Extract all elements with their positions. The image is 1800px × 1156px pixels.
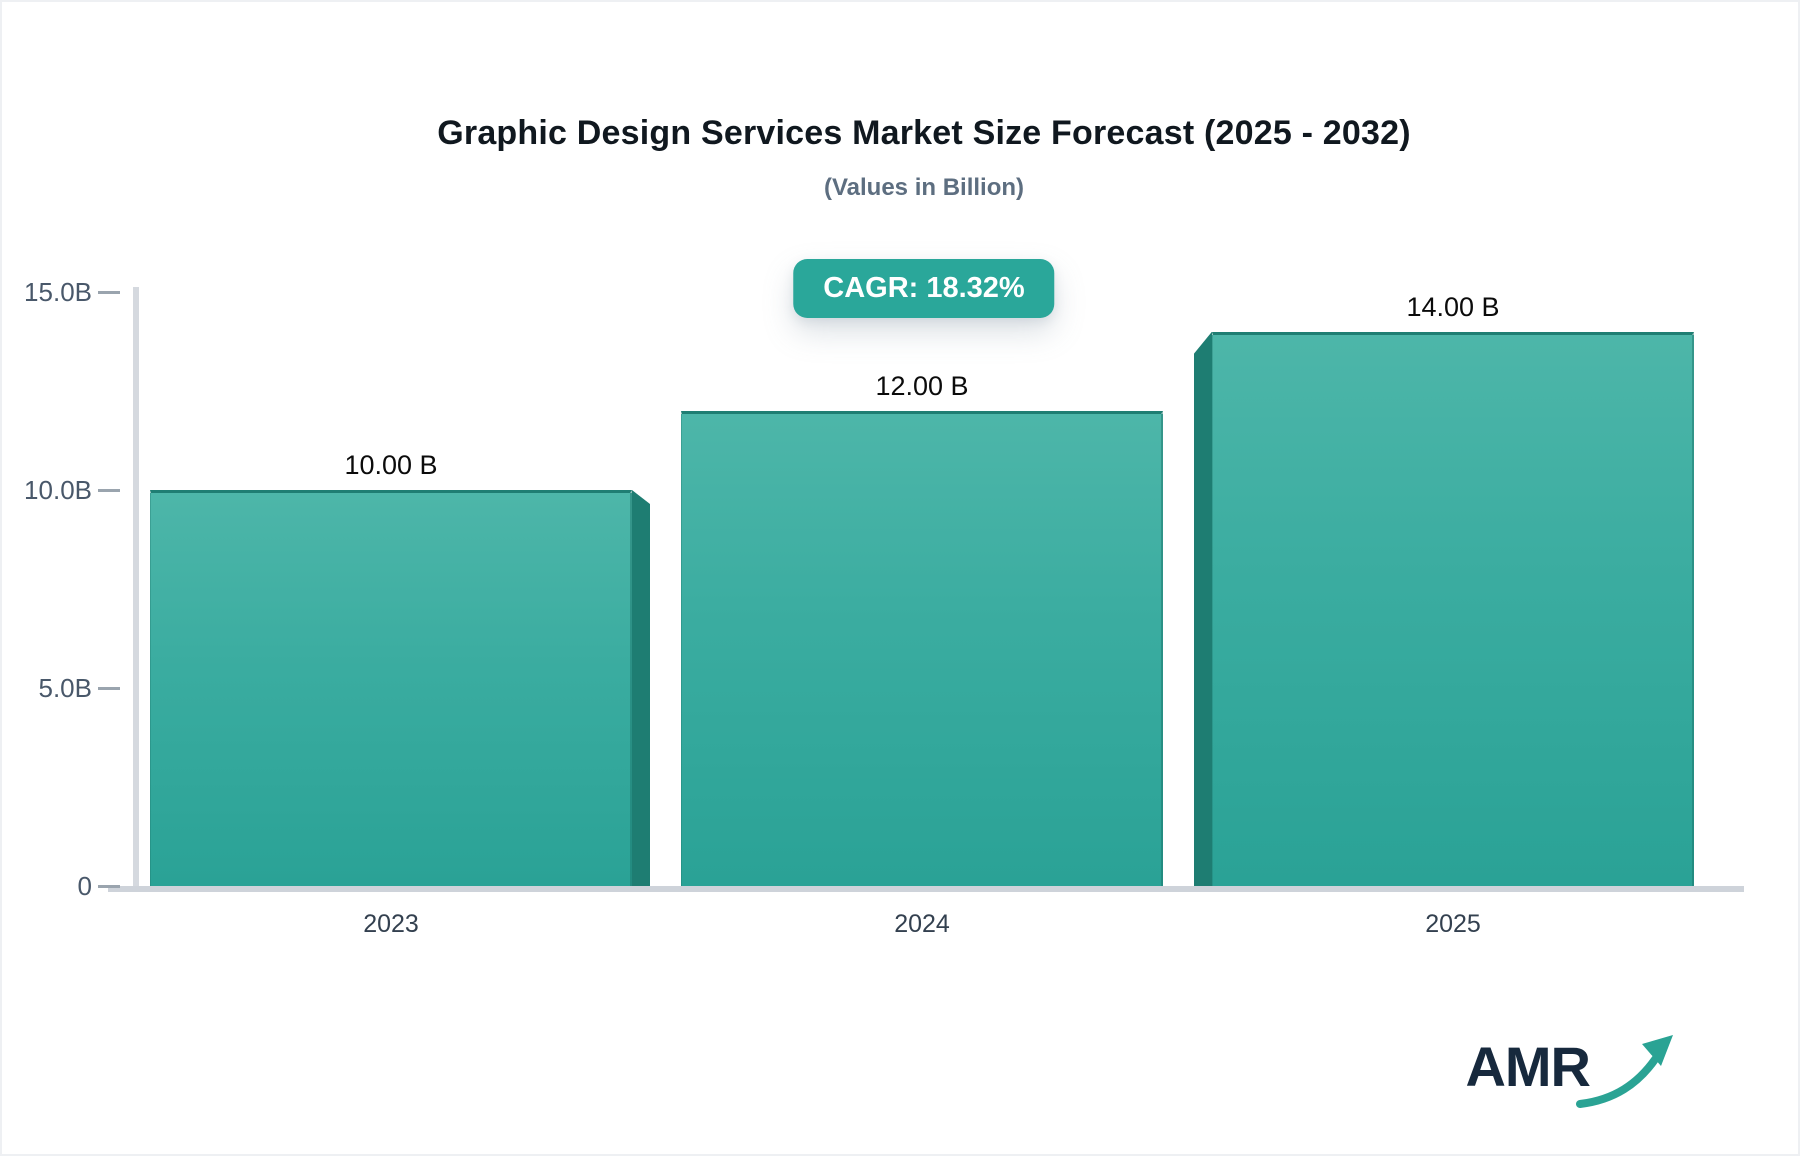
bar-value-label: 12.00 B	[875, 370, 969, 401]
y-axis-line	[133, 287, 139, 888]
bar-value-label: 10.00 B	[344, 450, 438, 480]
amr-logo-text: AMR	[1465, 1035, 1591, 1098]
y-axis-tick-label: 15.0B	[24, 277, 92, 307]
y-axis-tick-mark	[98, 687, 120, 690]
y-axis-tick-mark	[98, 489, 120, 492]
bar-2024	[681, 410, 1163, 886]
amr-logo: AMR	[1465, 1032, 1680, 1108]
x-axis-label: 2023	[363, 910, 419, 938]
x-axis-label: 2024	[894, 910, 950, 938]
bar-2023	[150, 490, 632, 886]
x-axis-label: 2025	[1425, 910, 1481, 938]
y-axis-tick-mark	[98, 885, 120, 888]
y-axis-tick-label: 10.0B	[24, 475, 92, 505]
bar-side-face	[1194, 331, 1212, 886]
chart-subtitle: (Values in Billion)	[823, 174, 1025, 201]
cagr-badge: CAGR: 18.32%	[793, 259, 1055, 318]
bar-2025	[1212, 331, 1694, 886]
y-axis-tick-label: 0	[77, 871, 92, 901]
y-axis-tick-label: 5.0B	[38, 673, 93, 703]
chart-title: Graphic Design Services Market Size Fore…	[437, 114, 1411, 152]
bar-side-face	[632, 490, 650, 886]
growth-arrow-icon	[1576, 1035, 1673, 1108]
x-axis-baseline	[108, 886, 1744, 892]
bar-value-label: 14.00 B	[1406, 291, 1500, 322]
y-axis-tick-mark	[98, 291, 120, 294]
